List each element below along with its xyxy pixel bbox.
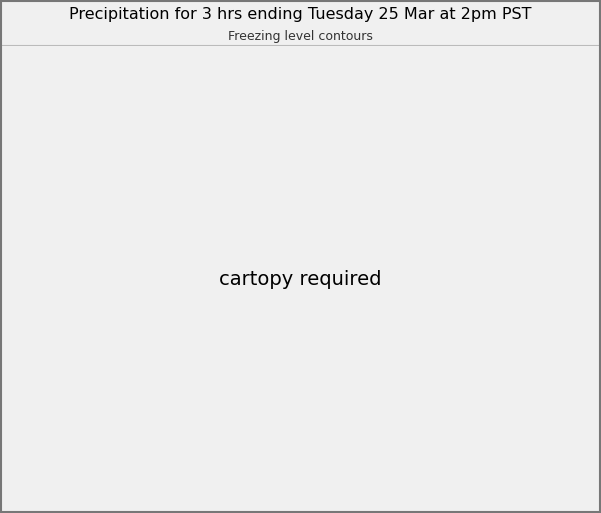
Text: Freezing level contours: Freezing level contours: [228, 30, 373, 44]
Text: Precipitation for 3 hrs ending Tuesday 25 Mar at 2pm PST: Precipitation for 3 hrs ending Tuesday 2…: [69, 7, 532, 22]
Text: cartopy required: cartopy required: [219, 270, 382, 289]
